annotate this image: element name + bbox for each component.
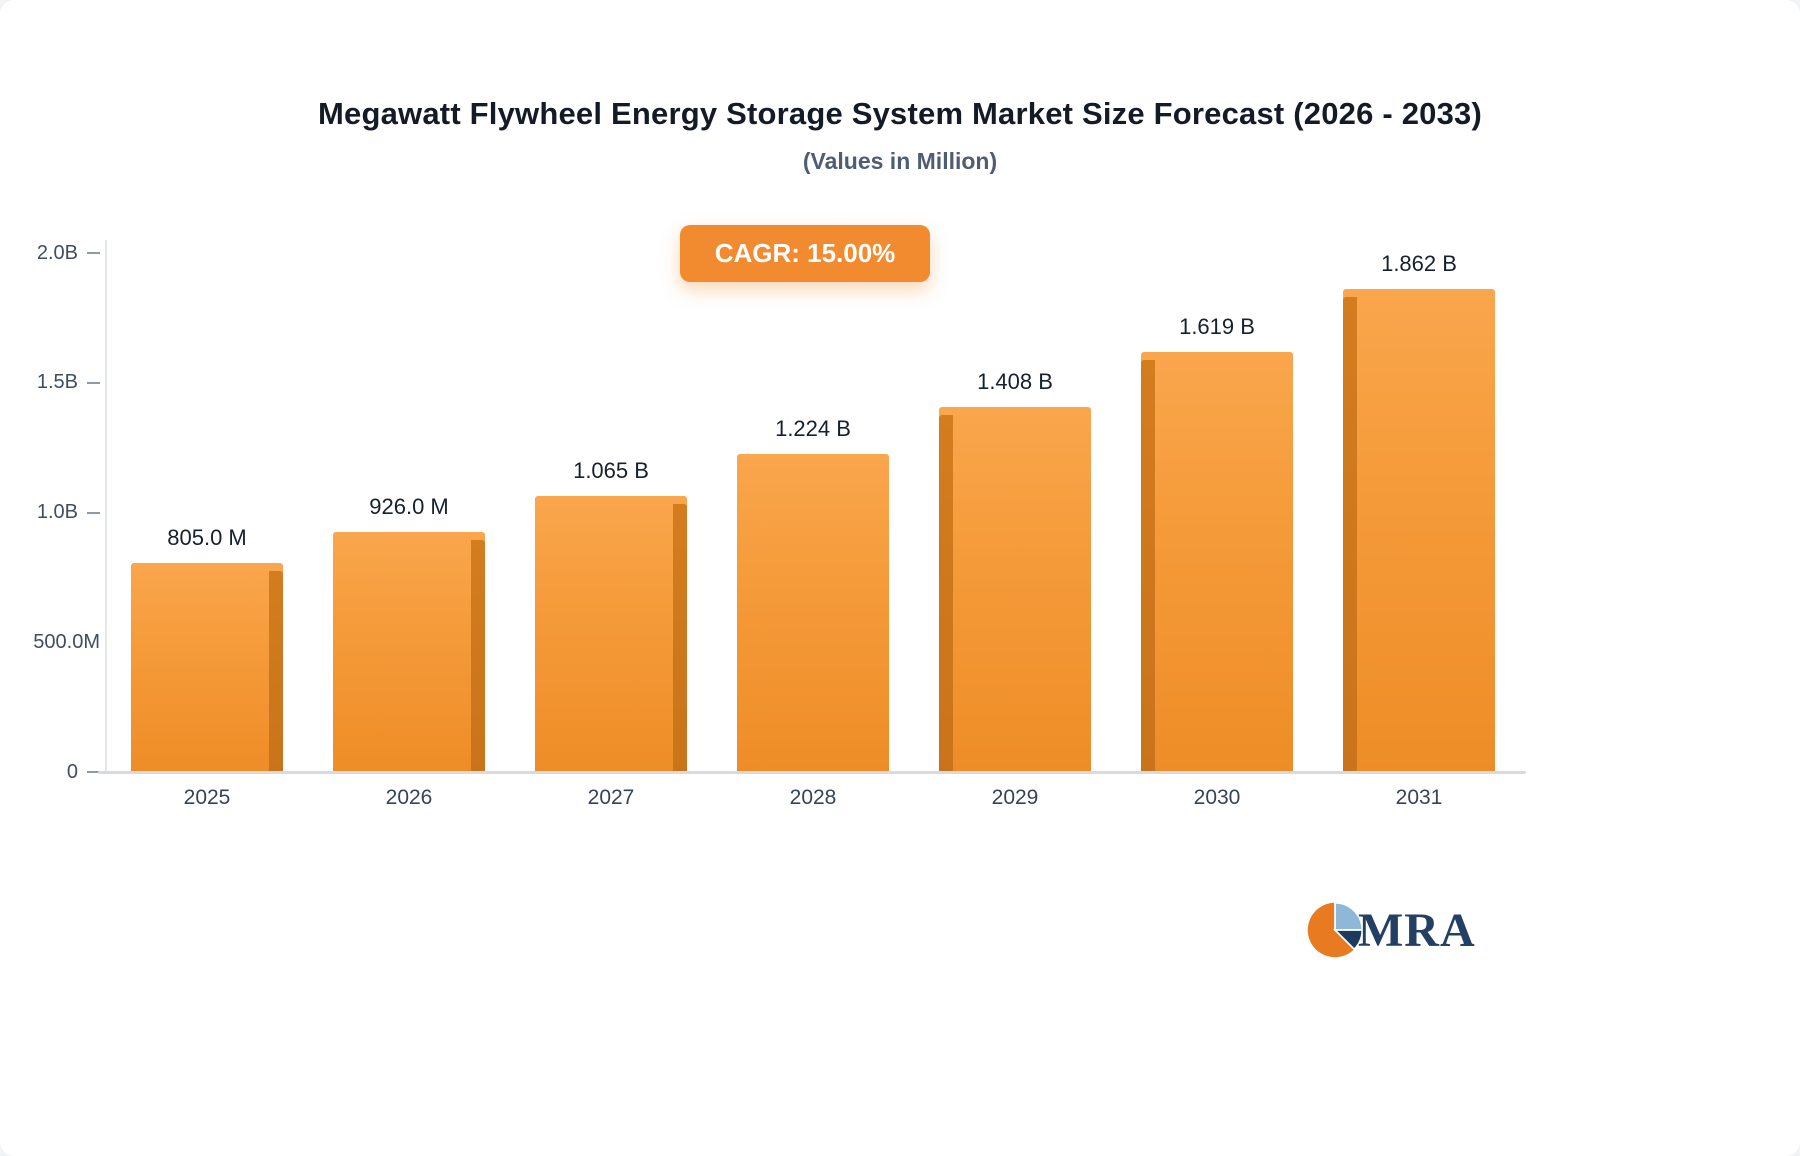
bar-2029 bbox=[939, 407, 1091, 772]
bar-value-label: 1.862 B bbox=[1381, 251, 1457, 276]
x-axis-label: 2028 bbox=[789, 786, 837, 809]
x-axis: 2025 2026 2027 2028 2029 2030 2031 bbox=[106, 786, 1520, 820]
bar-side-face bbox=[471, 540, 485, 772]
x-axis-label: 2027 bbox=[587, 786, 635, 809]
bar-2025 bbox=[131, 563, 283, 772]
y-axis-tick: 1.0B bbox=[0, 501, 100, 525]
bar-2028 bbox=[737, 454, 889, 772]
x-axis-label: 2026 bbox=[385, 786, 433, 809]
bar-value-label: 1.408 B bbox=[977, 369, 1053, 394]
brand-logo: MRA bbox=[1306, 898, 1476, 962]
y-axis-tick: 0 bbox=[0, 760, 100, 784]
bar-2031 bbox=[1343, 289, 1495, 772]
bar-2027 bbox=[535, 496, 687, 772]
cagr-badge: CAGR: 15.00% bbox=[680, 225, 930, 282]
brand-logo-text: MRA bbox=[1358, 903, 1476, 957]
x-axis-label: 2030 bbox=[1193, 786, 1241, 809]
bar-2026 bbox=[333, 532, 485, 772]
bar-value-label: 1.619 B bbox=[1179, 314, 1255, 339]
bar-side-face bbox=[939, 415, 953, 772]
y-axis-tick-mark bbox=[87, 511, 100, 514]
x-axis-label: 2029 bbox=[991, 786, 1039, 809]
bar-value-label: 1.065 B bbox=[573, 458, 649, 483]
bar-value-label: 805.0 M bbox=[167, 525, 247, 550]
bar-slot: 805.0 M bbox=[106, 253, 308, 772]
bar-slot: 1.065 B bbox=[510, 253, 712, 772]
chart-title: Megawatt Flywheel Energy Storage System … bbox=[318, 96, 1482, 131]
y-axis-tick-label: 2.0B bbox=[36, 241, 78, 264]
bar-slot: 1.224 B bbox=[712, 253, 914, 772]
bar-value-label: 926.0 M bbox=[369, 494, 449, 519]
y-axis-tick-label: 0 bbox=[66, 760, 78, 783]
y-axis-tick: 2.0B bbox=[0, 241, 100, 265]
y-axis-tick-label: 500.0M bbox=[33, 630, 100, 653]
y-axis-tick: 500.0M bbox=[0, 630, 100, 654]
brand-logo-icon bbox=[1307, 901, 1364, 958]
bar-side-face bbox=[1141, 360, 1155, 772]
x-axis-label: 2025 bbox=[183, 786, 231, 809]
bar-slot: 1.408 B bbox=[914, 253, 1116, 772]
bar-side-face bbox=[1343, 297, 1357, 772]
y-axis-tick-label: 1.5B bbox=[36, 371, 78, 394]
chart-subtitle: (Values in Million) bbox=[802, 148, 998, 174]
y-axis-tick-mark bbox=[87, 252, 100, 254]
x-axis-label: 2031 bbox=[1395, 786, 1443, 809]
bar-side-face bbox=[269, 571, 283, 772]
bar-slot: 1.619 B bbox=[1116, 253, 1318, 772]
bar-2030 bbox=[1141, 352, 1293, 772]
y-axis-tick: 1.5B bbox=[0, 371, 100, 395]
y-axis-line bbox=[105, 240, 107, 772]
bar-value-label: 1.224 B bbox=[775, 416, 851, 441]
bar-side-face bbox=[673, 504, 687, 772]
y-axis-tick-mark bbox=[87, 771, 100, 773]
y-axis-tick-mark bbox=[87, 381, 100, 384]
y-axis-tick-label: 1.0B bbox=[36, 501, 78, 523]
plot-area: 805.0 M 926.0 M 1.065 B 1.224 B 1.408 B 1.619… bbox=[106, 251, 1520, 772]
y-axis: 2.0B 1.5B 1.0B 500.0M 0 bbox=[0, 242, 100, 783]
bar-slot: 1.862 B bbox=[1318, 251, 1520, 772]
x-axis-line bbox=[98, 771, 1526, 774]
bar-slot: 926.0 M bbox=[308, 253, 510, 772]
